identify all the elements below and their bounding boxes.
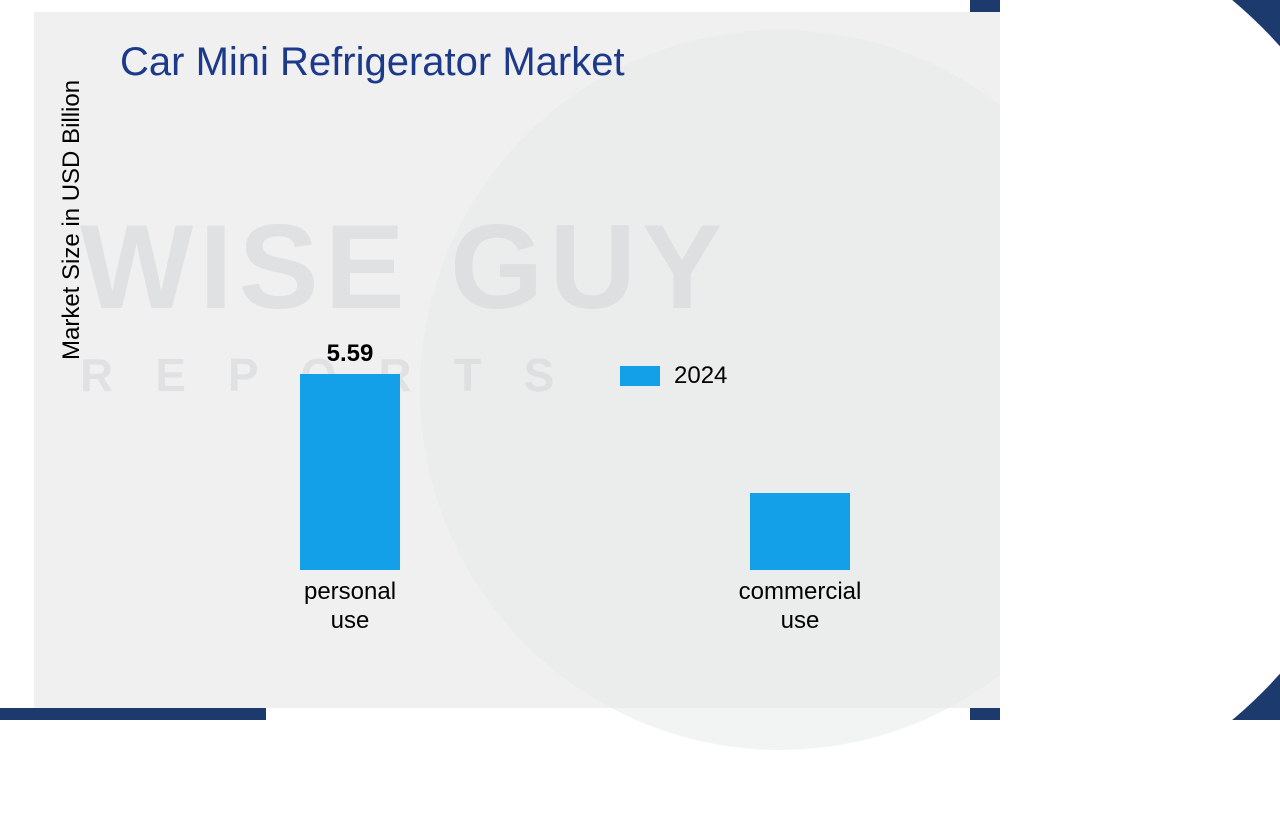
legend: 2024: [620, 362, 727, 390]
bar-value-label: 5.59: [290, 340, 410, 368]
legend-label: 2024: [674, 362, 727, 390]
brand-subtitle: REPORTS: [1079, 64, 1254, 82]
brand-logo: WISE GUY REPORTS: [1079, 28, 1254, 82]
legend-swatch: [620, 366, 660, 386]
brand-name: WISE GUY: [1079, 28, 1254, 62]
category-label: personaluse: [250, 578, 450, 636]
bar: [750, 493, 850, 570]
chart-plot-area: 5.59personalusecommercialuse: [120, 150, 1020, 570]
y-axis-label: Market Size in USD Billion: [58, 80, 86, 360]
category-label: commercialuse: [700, 578, 900, 636]
page-title: Car Mini Refrigerator Market: [120, 40, 625, 85]
bottom-accent-bar: [0, 708, 266, 720]
bar: [300, 374, 400, 570]
